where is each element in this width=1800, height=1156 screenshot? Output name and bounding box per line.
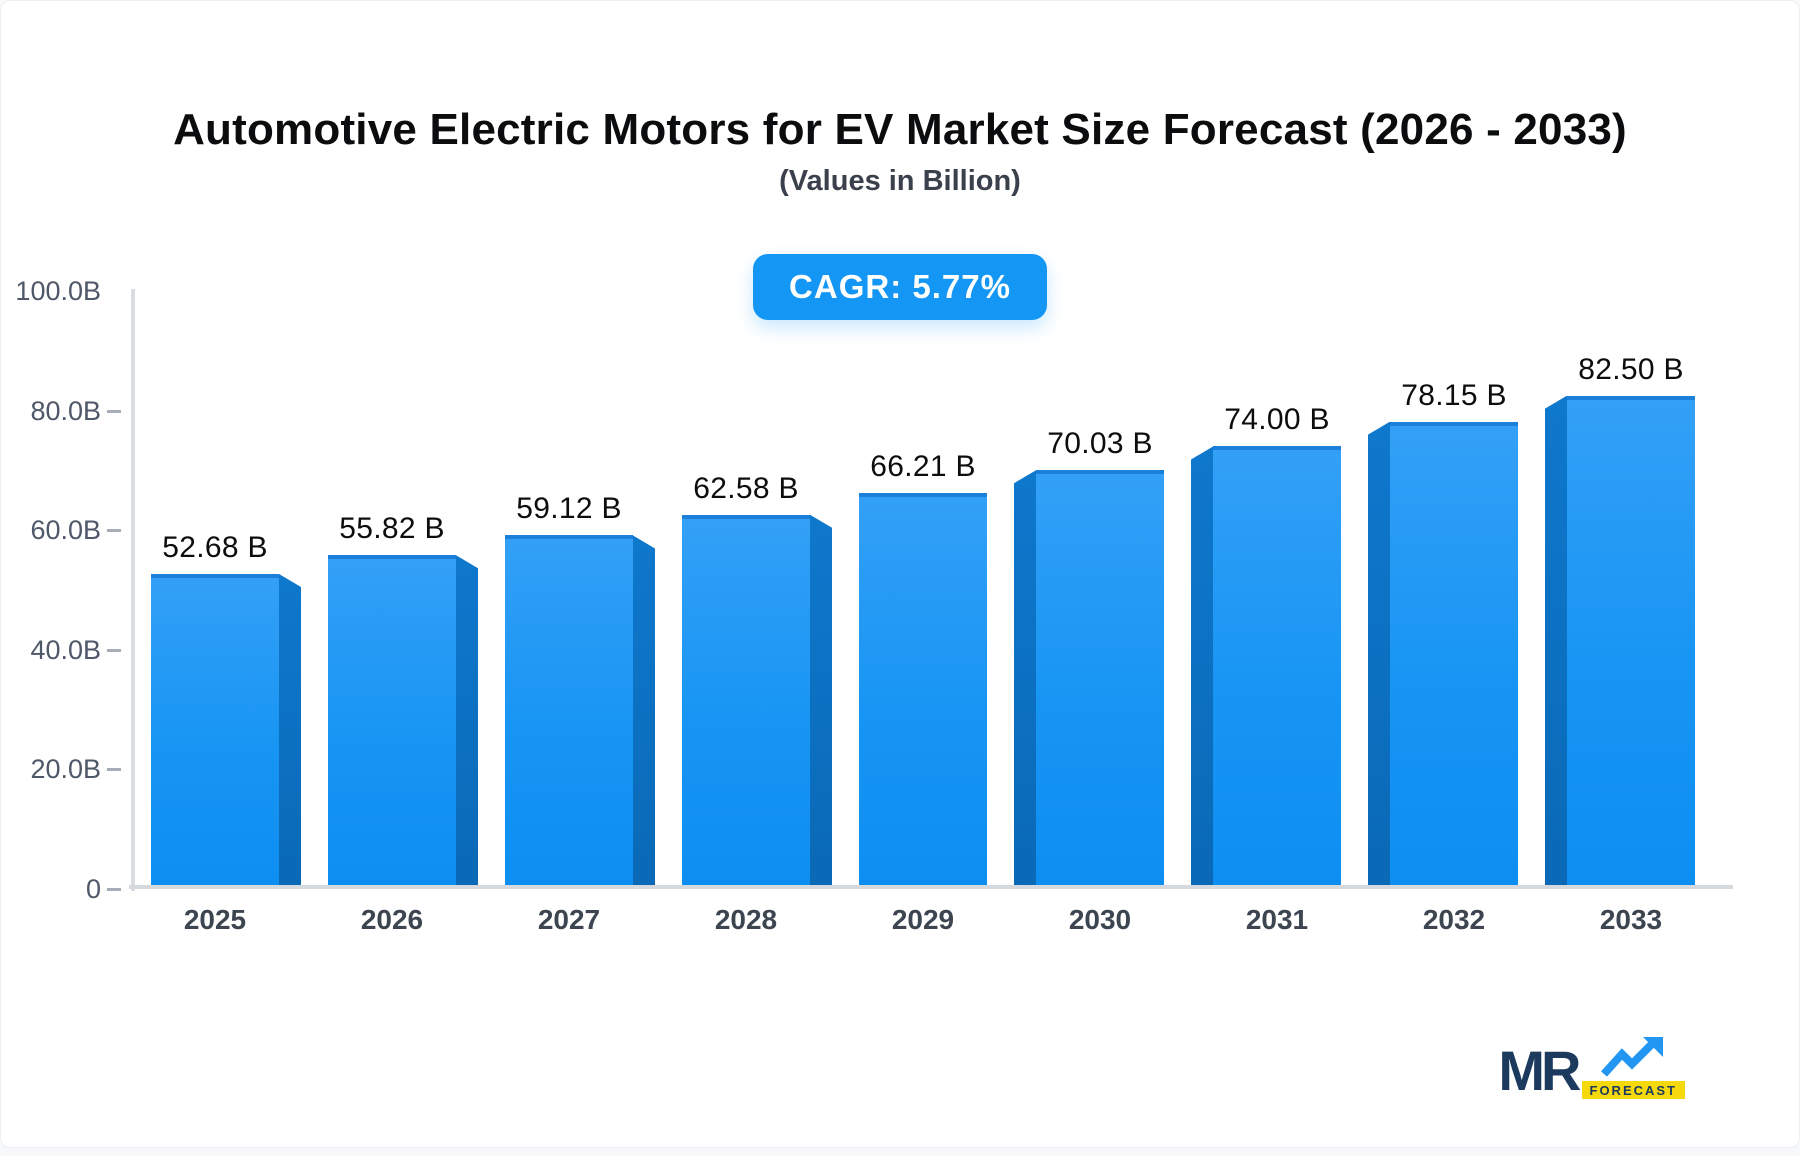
x-tick-label-2027: 2027: [537, 904, 601, 935]
bar-2032[interactable]: [1390, 421, 1518, 889]
bar-side-2031: [1191, 446, 1213, 889]
bar-2031[interactable]: [1213, 446, 1341, 889]
bar-value-label-2029: 66.21 B: [870, 450, 976, 484]
bar-side-2026: [456, 555, 478, 889]
y-tick-mark-80: [107, 409, 121, 413]
bar-2030[interactable]: [1036, 470, 1164, 889]
y-tick-label-100: 100.0B: [15, 276, 101, 306]
y-tick-mark-40: [107, 648, 121, 652]
cagr-badge: CAGR: 5.77%: [753, 254, 1047, 320]
y-tick-label-40: 40.0B: [30, 634, 101, 665]
bar-value-label-2025: 52.68 B: [162, 530, 268, 564]
x-tick-label-2029: 2029: [891, 904, 955, 935]
x-tick-label-2030: 2030: [1068, 904, 1132, 935]
bar-2025[interactable]: [151, 573, 279, 889]
cagr-badge-wrap: CAGR: 5.77%: [1, 254, 1799, 320]
bar-side-2025: [279, 573, 301, 889]
bar-value-label-2033: 82.50 B: [1578, 352, 1684, 386]
y-tick-label-20: 20.0B: [30, 754, 101, 785]
chart-title: Automotive Electric Motors for EV Market…: [173, 105, 1627, 154]
bar-side-2030: [1014, 470, 1036, 889]
chart-subtitle: (Values in Billion): [779, 165, 1021, 197]
bar-2033[interactable]: [1567, 395, 1695, 889]
y-tick-mark-0: [107, 888, 121, 891]
bar-2026[interactable]: [328, 555, 456, 889]
bar-2029[interactable]: [859, 493, 987, 889]
trend-up-arrow-icon: [1601, 1037, 1664, 1077]
bar-2027[interactable]: [505, 535, 633, 889]
bar-side-2027: [633, 535, 655, 889]
x-tick-label-2032: 2032: [1422, 904, 1486, 935]
x-tick-label-2031: 2031: [1245, 904, 1309, 935]
bar-side-2033: [1545, 395, 1567, 889]
y-tick-label-60: 60.0B: [30, 515, 101, 546]
x-tick-label-2033: 2033: [1599, 904, 1663, 935]
logo-mr-text: MR: [1498, 1039, 1581, 1102]
bar-value-label-2031: 74.00 B: [1224, 403, 1330, 437]
x-tick-label-2028: 2028: [714, 904, 778, 935]
y-tick-label-80: 80.0B: [30, 395, 101, 426]
logo-forecast-text: FORECAST: [1581, 1081, 1685, 1099]
bar-2028[interactable]: [682, 514, 810, 889]
bar-value-label-2030: 70.03 B: [1047, 427, 1153, 461]
mr-forecast-logo[interactable]: MR FORECAST: [1498, 1037, 1685, 1099]
y-tick-mark-20: [107, 768, 121, 772]
y-axis-line: [131, 289, 135, 891]
y-tick-label-0: 0: [85, 874, 101, 904]
bar-value-label-2026: 55.82 B: [339, 512, 445, 546]
bar-side-2032: [1368, 421, 1390, 889]
bar-value-label-2028: 62.58 B: [693, 471, 799, 505]
x-axis-baseline: [129, 885, 1733, 889]
bar-value-label-2027: 59.12 B: [516, 492, 622, 526]
logo-right-block: FORECAST: [1581, 1037, 1685, 1099]
x-tick-label-2025: 2025: [183, 904, 247, 935]
y-tick-mark-60: [107, 529, 121, 533]
cagr-badge-label: CAGR: 5.77%: [789, 268, 1011, 305]
bar-side-2028: [810, 514, 832, 889]
x-tick-label-2026: 2026: [360, 904, 424, 935]
bar-value-label-2032: 78.15 B: [1401, 378, 1507, 412]
